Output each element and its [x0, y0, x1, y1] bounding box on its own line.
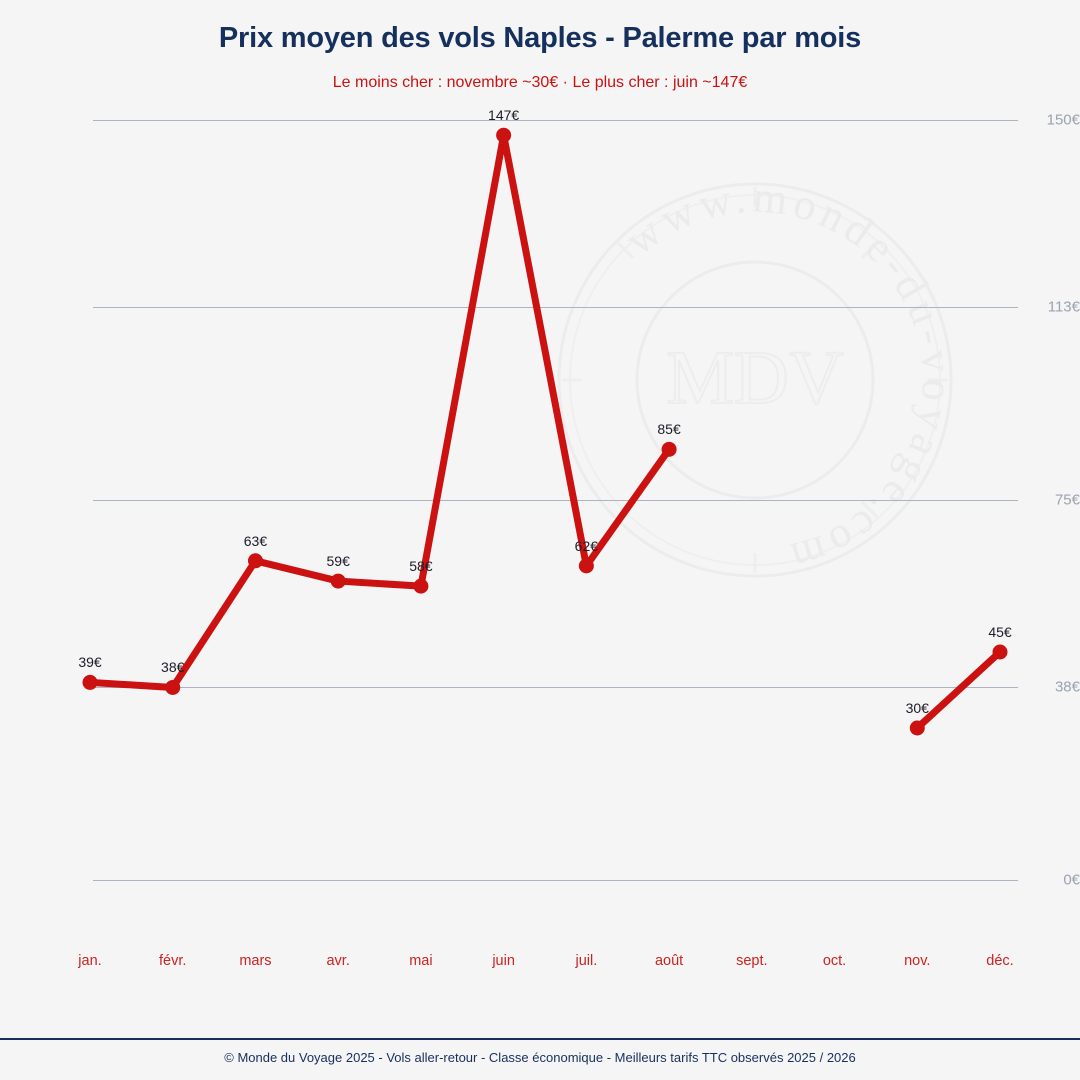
data-point[interactable] — [661, 441, 677, 457]
gridline — [93, 500, 1018, 501]
data-point[interactable] — [330, 573, 346, 589]
plot-area: 0€ 38€ 75€ 113€ 150€ 39€ 38€ 63€ 59€ 58€ 147€ 62€ 8… — [78, 107, 1080, 969]
data-point[interactable] — [82, 674, 98, 690]
data-point-label: 58€ — [409, 558, 433, 575]
x-axis-label-9: oct. — [822, 953, 847, 969]
x-axis-label-10: nov. — [904, 953, 931, 969]
data-point[interactable] — [496, 127, 512, 143]
data-point[interactable] — [992, 644, 1008, 660]
x-axis-label-5: juin — [492, 953, 515, 969]
x-axis-label-6: juil. — [575, 953, 598, 969]
gridline — [93, 120, 1018, 121]
data-point-label: 147€ — [488, 107, 520, 124]
x-axis-label-3: avr. — [326, 953, 350, 969]
x-axis-label-7: août — [654, 953, 684, 969]
data-point-label: 38€ — [161, 659, 185, 676]
data-point-label: 30€ — [905, 700, 929, 716]
footer-divider — [0, 1038, 1080, 1040]
x-axis-label-0: jan. — [78, 953, 102, 969]
data-point-label: 39€ — [78, 654, 102, 671]
x-axis-label-1: févr. — [159, 953, 187, 969]
data-point[interactable] — [247, 553, 263, 569]
gridline — [93, 687, 1018, 689]
y-axis-label: 75€ — [1054, 491, 1080, 509]
x-axis-label-8: sept. — [736, 953, 768, 969]
x-axis-label-4: mai — [409, 953, 433, 969]
gridline — [93, 307, 1018, 309]
data-point[interactable] — [413, 578, 429, 594]
y-axis-label: 0€ — [1063, 871, 1080, 889]
data-point-label: 62€ — [574, 537, 599, 554]
y-axis-label: 150€ — [1046, 111, 1080, 129]
chart-subtitle: Le moins cher : novembre ~30€ · Le plus … — [332, 74, 748, 91]
data-point-label: 85€ — [657, 421, 681, 438]
data-point[interactable] — [578, 558, 594, 574]
series-segment — [86, 131, 673, 691]
x-axis-label-2: mars — [239, 953, 272, 969]
x-axis-label-11: déc. — [986, 953, 1014, 969]
footer-note: © Monde du Voyage 2025 - Vols aller-reto… — [224, 1050, 856, 1065]
y-axis-label: 38€ — [1054, 678, 1080, 696]
data-point-label: 45€ — [988, 624, 1012, 640]
series-segment — [913, 648, 1004, 732]
data-point[interactable] — [165, 679, 181, 695]
data-point-label: 63€ — [243, 532, 268, 549]
page-title: Prix moyen des vols Naples - Palerme par… — [218, 22, 862, 54]
data-point-label: 59€ — [326, 553, 350, 570]
gridline — [93, 880, 1018, 881]
y-axis-label: 113€ — [1047, 298, 1080, 316]
line-series — [82, 127, 1008, 736]
data-point[interactable] — [909, 720, 925, 736]
